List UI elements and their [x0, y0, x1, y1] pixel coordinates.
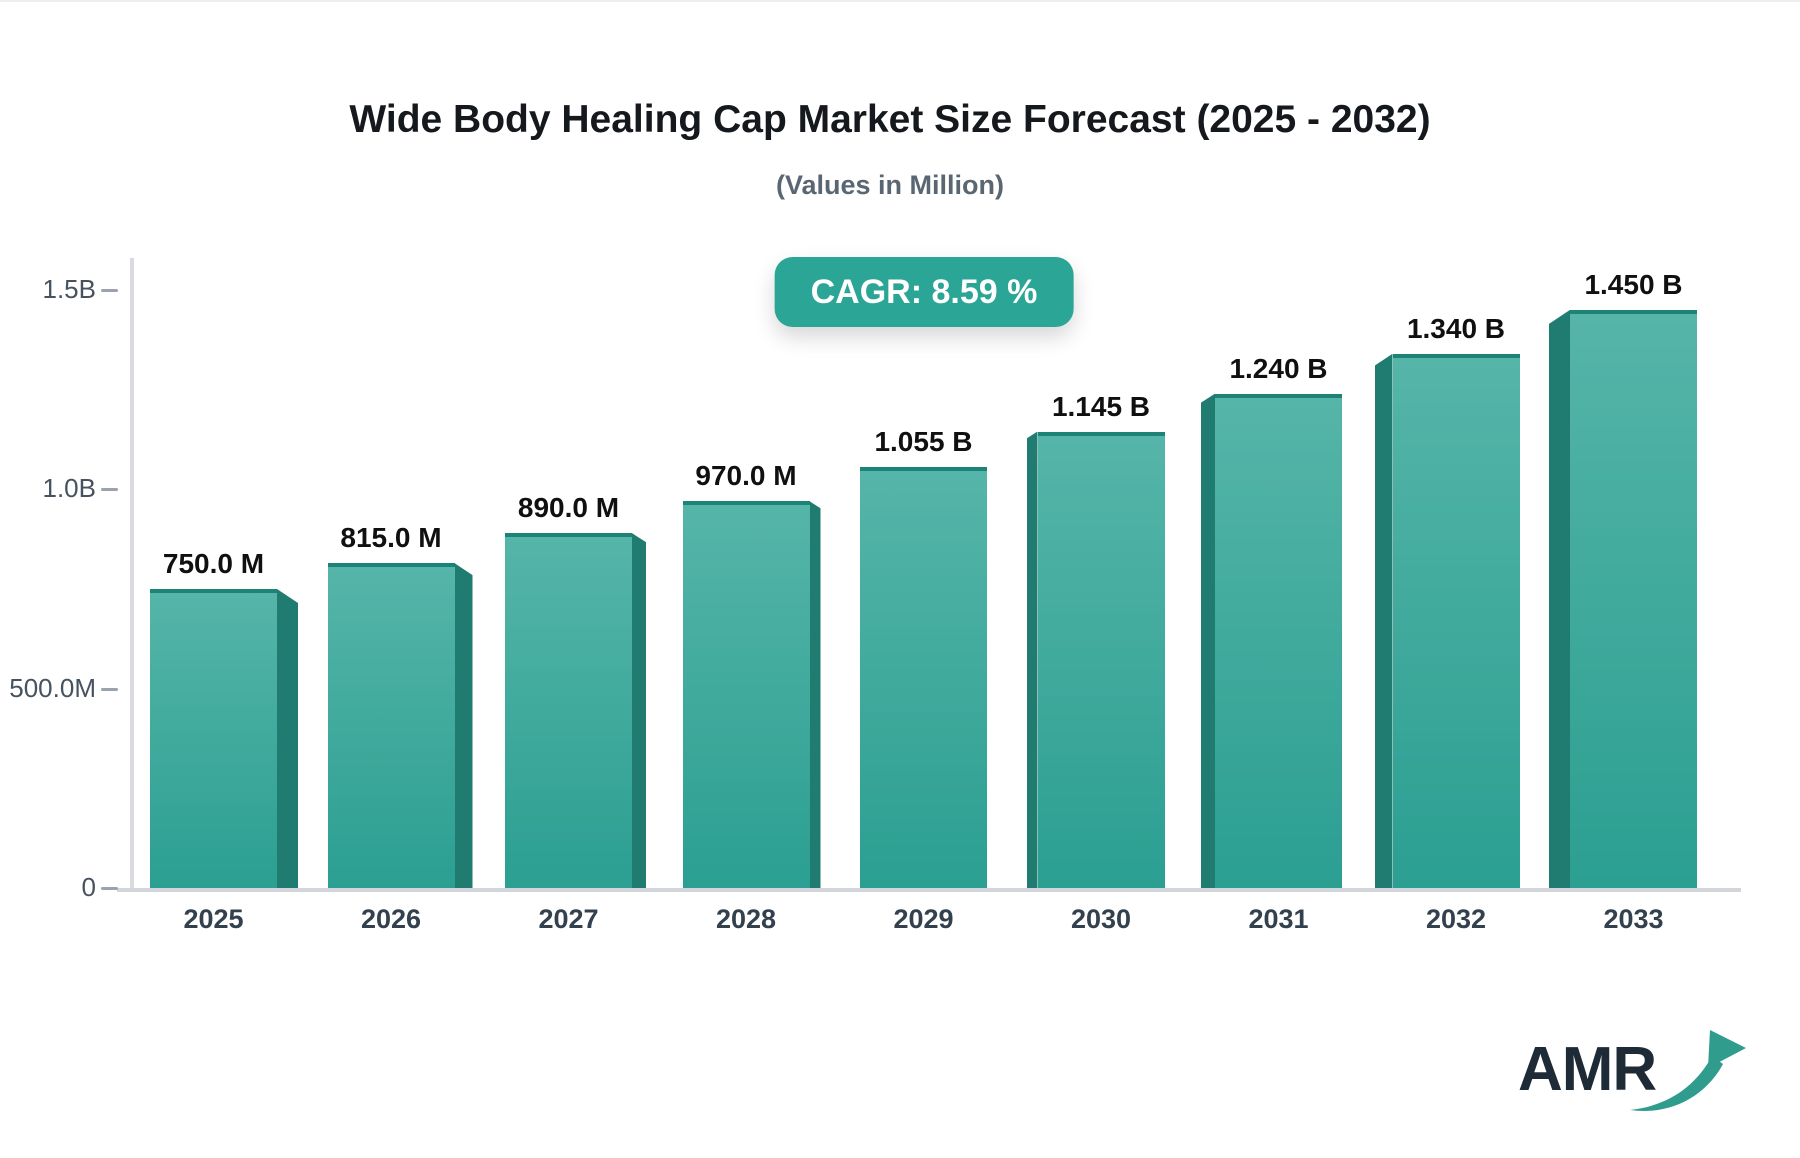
y-axis-tick	[101, 488, 118, 492]
y-axis-tick-label: 1.5B	[42, 274, 97, 304]
x-axis-label: 2030	[1070, 904, 1132, 934]
x-axis-label: 2032	[1425, 904, 1487, 934]
bar-side-face	[1374, 353, 1393, 888]
bar	[150, 589, 277, 888]
bar-side-face	[277, 589, 298, 888]
bar-value-label: 890.0 M	[517, 492, 620, 524]
bar	[860, 467, 987, 888]
bar	[505, 533, 632, 888]
x-axis-label: 2025	[183, 904, 244, 934]
bar	[327, 563, 455, 888]
cagr-badge: CAGR: 8.59 %	[774, 257, 1074, 327]
bar-side-face	[1026, 431, 1038, 888]
x-axis-label: 2027	[538, 904, 599, 934]
x-axis-label: 2028	[715, 904, 777, 934]
y-axis-line	[130, 258, 134, 892]
bar-side-face	[1549, 309, 1570, 888]
bar	[1037, 431, 1165, 888]
chart-subtitle: (Values in Million)	[775, 170, 1005, 200]
bar-value-label: 1.240 B	[1229, 352, 1328, 384]
bar	[1392, 353, 1520, 888]
y-axis-tick	[101, 687, 118, 691]
bar-value-label: 1.340 B	[1406, 312, 1506, 344]
bar-value-label: 970.0 M	[695, 460, 797, 492]
y-axis-tick	[101, 289, 118, 292]
bar-side-face	[454, 563, 473, 888]
bar	[1570, 309, 1697, 888]
bar-value-label: 1.145 B	[1051, 390, 1151, 422]
y-axis-tick	[101, 887, 118, 890]
y-axis-tick-label: 500.0M	[9, 672, 96, 703]
x-axis-label: 2031	[1248, 904, 1309, 934]
growth-arrow-icon	[1630, 1030, 1746, 1111]
y-axis-tick-label: 0	[81, 872, 96, 902]
bar-value-label: 815.0 M	[340, 522, 442, 554]
bar	[1215, 393, 1342, 888]
y-axis-tick-label: 1.0B	[42, 473, 97, 504]
amr-logo-text: AMR	[1518, 1035, 1657, 1104]
bar-side-face	[632, 533, 646, 888]
x-axis-baseline	[117, 888, 1741, 892]
bar-value-label: 1.055 B	[874, 426, 973, 458]
bar-value-label: 1.450 B	[1584, 268, 1683, 300]
bar-side-face	[1201, 393, 1215, 888]
amr-logo: AMR	[1518, 1024, 1748, 1134]
chart-title: Wide Body Healing Cap Market Size Foreca…	[349, 98, 1431, 141]
bar-value-label: 750.0 M	[162, 548, 265, 579]
x-axis-label: 2029	[893, 904, 954, 934]
x-axis-label: 2033	[1603, 904, 1664, 934]
bar-side-face	[809, 501, 821, 888]
bar	[682, 501, 810, 888]
x-axis-label: 2026	[360, 904, 422, 934]
